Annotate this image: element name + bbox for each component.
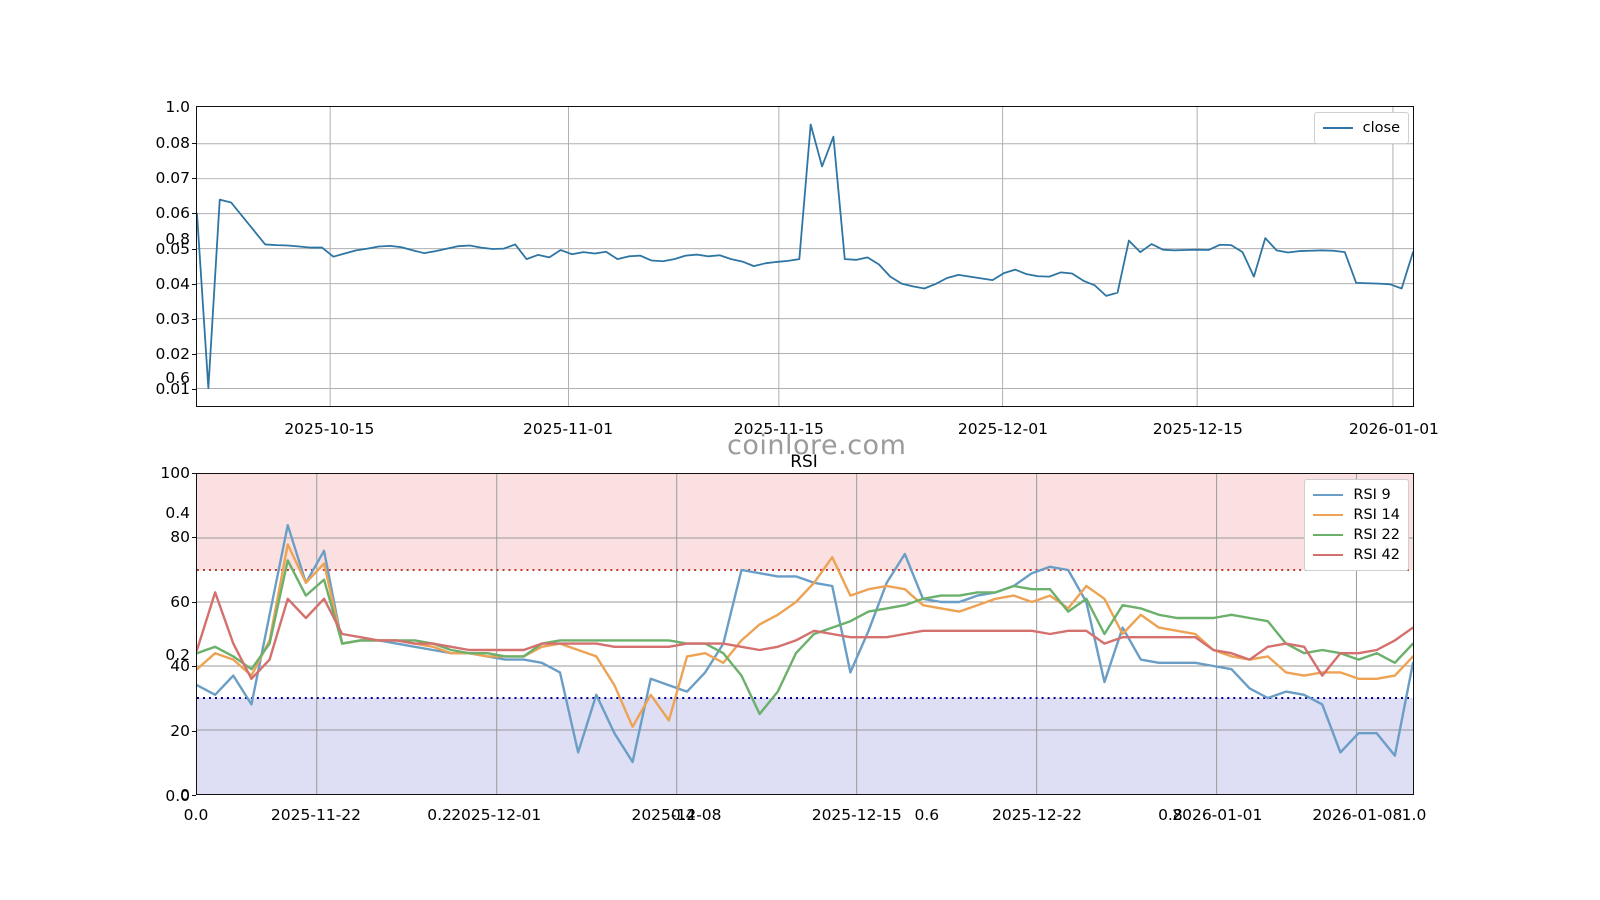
rsi-x-tick: 2025-12-08 bbox=[631, 806, 722, 824]
rsi-y-tick: 40 bbox=[170, 657, 190, 676]
price-y-tick: 0.08 bbox=[155, 133, 190, 152]
rsi-x-overlay-tick: 0.6 bbox=[914, 806, 940, 824]
price-y-tick: 0.01 bbox=[155, 380, 190, 399]
rsi-chart-panel: RSI 9 RSI 14 RSI 22 RSI 42 bbox=[196, 473, 1414, 795]
rsi-y-tickmark bbox=[192, 601, 196, 603]
rsi-x-tick: 2025-11-22 bbox=[270, 806, 362, 824]
rsi-y-overlay-tick: 0.4 bbox=[165, 504, 190, 522]
price-y-overlay-tick: 0.6 bbox=[165, 369, 190, 387]
rsi-x-overlay-tick: 0.2 bbox=[427, 806, 452, 824]
legend-label: RSI 9 bbox=[1353, 487, 1391, 503]
price-plot-area bbox=[197, 107, 1413, 406]
rsi-plot-area bbox=[197, 474, 1413, 794]
price-chart-panel: close bbox=[196, 106, 1414, 407]
rsi-y-tick: 20 bbox=[170, 721, 190, 740]
legend-swatch-icon bbox=[1322, 127, 1353, 129]
legend-label: RSI 42 bbox=[1353, 547, 1400, 563]
rsi-x-overlay-tick: 0.8 bbox=[1158, 806, 1183, 824]
rsi-y-tick: 60 bbox=[170, 592, 190, 611]
rsi-x-overlay-tick: 0.0 bbox=[183, 806, 209, 824]
price-y-tick: 0.05 bbox=[155, 239, 190, 258]
rsi-y-tickmark bbox=[192, 730, 196, 732]
rsi-chart-legend[interactable]: RSI 9 RSI 14 RSI 22 RSI 42 bbox=[1304, 479, 1409, 571]
rsi-x-overlay-tick: 1.0 bbox=[1401, 806, 1427, 824]
legend-item-rsi-22[interactable]: RSI 22 bbox=[1313, 525, 1400, 545]
rsi-x-tick: 2025-12-01 bbox=[451, 806, 542, 824]
legend-label: RSI 14 bbox=[1353, 507, 1400, 523]
price-y-overlay-tick: 1.0 bbox=[165, 98, 190, 116]
rsi-x-tick: 2026-01-08 bbox=[1312, 806, 1403, 824]
price-y-tick: 0.02 bbox=[155, 345, 190, 364]
rsi-chart-title: RSI bbox=[790, 452, 818, 472]
legend-swatch-icon bbox=[1313, 534, 1344, 536]
price-y-overlay-tick: 0.8 bbox=[165, 230, 190, 248]
legend-label: RSI 22 bbox=[1353, 527, 1400, 543]
legend-item-rsi-9[interactable]: RSI 9 bbox=[1313, 485, 1400, 505]
price-y-tickmark bbox=[192, 283, 196, 285]
price-chart-legend[interactable]: close bbox=[1313, 112, 1409, 144]
legend-swatch-icon bbox=[1313, 494, 1344, 496]
rsi-y-overlay-tick: 0.0 bbox=[165, 787, 190, 805]
legend-swatch-icon bbox=[1313, 514, 1344, 516]
price-y-tickmark bbox=[192, 178, 196, 180]
legend-label: close bbox=[1362, 120, 1400, 136]
rsi-y-tickmark bbox=[192, 537, 196, 539]
legend-item-rsi-14[interactable]: RSI 14 bbox=[1313, 505, 1400, 525]
price-x-tick: 2025-10-15 bbox=[284, 420, 375, 438]
rsi-y-overlay-tick: 0.2 bbox=[165, 646, 190, 664]
site-watermark: coinlore.com bbox=[727, 430, 907, 461]
legend-swatch-icon bbox=[1313, 554, 1344, 556]
legend-item-rsi-42[interactable]: RSI 42 bbox=[1313, 545, 1400, 565]
rsi-x-tick: 2025-12-22 bbox=[991, 806, 1083, 824]
price-y-tickmark bbox=[192, 389, 196, 391]
price-y-tick: 0.07 bbox=[155, 169, 190, 188]
price-y-tickmark bbox=[192, 142, 196, 144]
price-y-tickmark bbox=[192, 318, 196, 320]
price-y-tickmark bbox=[192, 354, 196, 356]
price-y-tick: 0.04 bbox=[155, 274, 190, 293]
price-x-tick: 2025-11-15 bbox=[733, 420, 824, 438]
rsi-x-tick: 2025-12-15 bbox=[811, 806, 902, 824]
rsi-y-tickmark bbox=[192, 473, 196, 474]
legend-item-close[interactable]: close bbox=[1322, 118, 1400, 138]
rsi-y-tick: 100 bbox=[160, 464, 190, 482]
rsi-x-overlay-tick: 0.4 bbox=[670, 806, 696, 824]
price-y-tick: 0.06 bbox=[155, 204, 190, 223]
rsi-y-tickmark bbox=[192, 795, 196, 796]
rsi-y-tick: 0 bbox=[180, 786, 190, 804]
price-x-tick: 2026-01-01 bbox=[1348, 420, 1439, 438]
price-x-tick: 2025-11-01 bbox=[523, 420, 614, 438]
price-y-tickmark bbox=[192, 213, 196, 215]
rsi-y-tick: 80 bbox=[170, 528, 190, 547]
price-y-tick: 0.03 bbox=[155, 309, 190, 328]
price-y-tickmark bbox=[192, 248, 196, 250]
price-x-tick: 2025-12-01 bbox=[957, 420, 1048, 438]
price-x-tick: 2025-12-15 bbox=[1152, 420, 1243, 438]
rsi-y-tickmark bbox=[192, 666, 196, 668]
rsi-x-tick: 2026-01-01 bbox=[1172, 806, 1263, 824]
